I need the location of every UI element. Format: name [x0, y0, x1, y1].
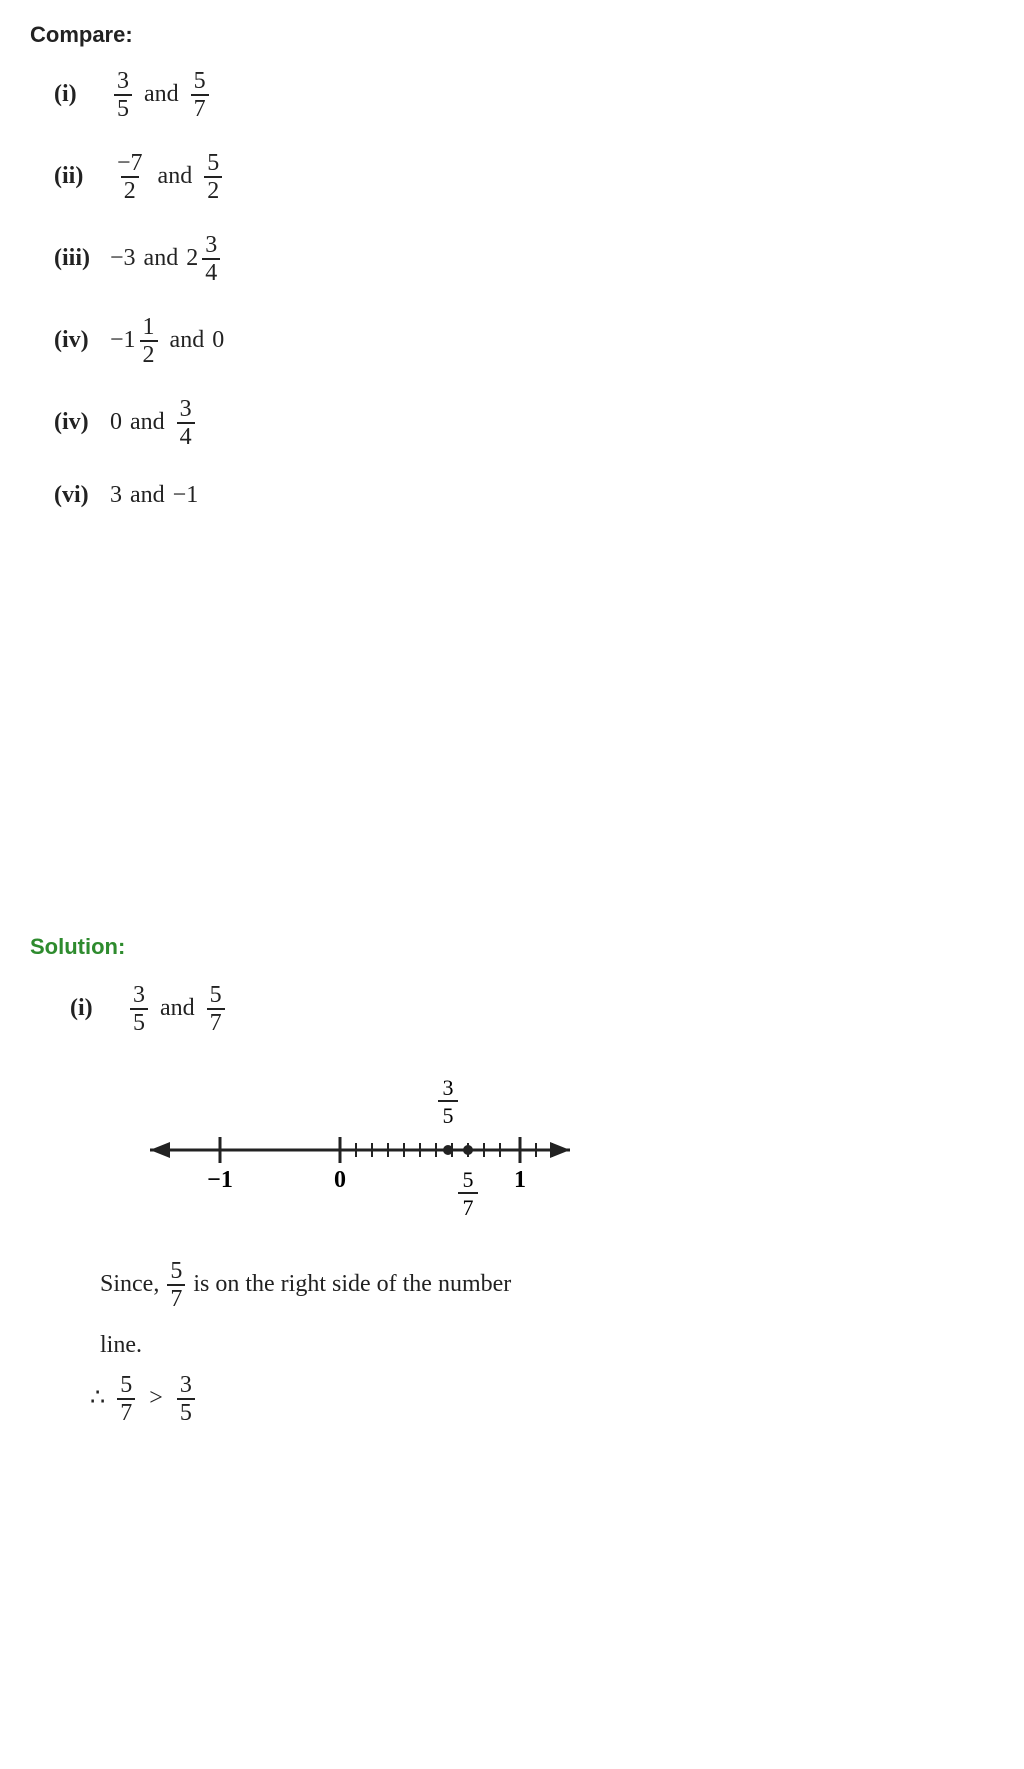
value: 3 — [110, 479, 122, 513]
conclusion: ∴ 5 7 > 3 5 — [90, 1373, 994, 1425]
fraction: 5 7 — [167, 1259, 185, 1311]
denominator: 5 — [130, 1008, 148, 1035]
fraction: −7 2 — [114, 151, 146, 203]
problem-4: (iv) −1 1 2 and 0 — [54, 315, 994, 367]
and-word: and — [144, 78, 179, 112]
fraction: 1 2 — [140, 315, 158, 367]
nl-top-num: 3 — [443, 1075, 454, 1100]
numerator: 3 — [177, 1373, 195, 1398]
number-line: −1 0 1 3 5 5 7 — [130, 1065, 994, 1235]
denominator: 4 — [202, 258, 220, 285]
problem-5: (iv) 0 and 3 4 — [54, 397, 994, 449]
tick-one: 1 — [514, 1167, 526, 1193]
and-word: and — [130, 406, 165, 440]
numerator: 5 — [117, 1373, 135, 1398]
tick-zero: 0 — [334, 1167, 346, 1193]
solution-part-1: (i) 3 5 and 5 7 — [70, 983, 994, 1035]
text: line. — [100, 1332, 142, 1358]
numerator: 1 — [140, 315, 158, 340]
fraction: 3 5 — [177, 1373, 195, 1425]
fraction: 5 2 — [204, 151, 222, 203]
and-word: and — [170, 324, 205, 358]
problem-label: (i) — [70, 992, 116, 1026]
solution-heading: Solution: — [30, 932, 994, 963]
numerator: −7 — [114, 151, 146, 176]
numerator: 3 — [114, 69, 132, 94]
denominator: 5 — [114, 94, 132, 121]
denominator: 4 — [177, 422, 195, 449]
explanation-line-2: line. — [100, 1329, 994, 1363]
therefore-symbol: ∴ — [90, 1382, 105, 1416]
gt-symbol: > — [149, 1382, 163, 1416]
denominator: 2 — [140, 340, 158, 367]
problem-3: (iii) −3 and 2 3 4 — [54, 233, 994, 285]
value: 0 — [110, 406, 122, 440]
numerator: 3 — [130, 983, 148, 1008]
problem-label: (vi) — [54, 479, 100, 513]
denominator: 7 — [117, 1398, 135, 1425]
and-word: and — [158, 160, 193, 194]
denominator: 2 — [121, 176, 139, 203]
text: Since, — [100, 1268, 159, 1302]
tick-neg1: −1 — [207, 1167, 233, 1193]
value: 0 — [212, 324, 224, 358]
numerator: 5 — [191, 69, 209, 94]
denominator: 5 — [177, 1398, 195, 1425]
problem-label: (ii) — [54, 160, 100, 194]
fraction: 3 4 — [177, 397, 195, 449]
denominator: 7 — [207, 1008, 225, 1035]
problem-1: (i) 3 5 and 5 7 — [54, 69, 994, 121]
fraction: 3 5 — [130, 983, 148, 1035]
text: is on the right side of the number — [193, 1268, 511, 1302]
numerator: 5 — [204, 151, 222, 176]
value: −3 — [110, 242, 136, 276]
fraction: 3 4 — [202, 233, 220, 285]
value: −1 — [173, 479, 199, 513]
and-word: and — [130, 479, 165, 513]
problem-label: (iv) — [54, 406, 100, 440]
fraction: 5 7 — [191, 69, 209, 121]
mixed-whole: −1 — [110, 324, 136, 358]
numerator: 5 — [167, 1259, 185, 1284]
numerator: 3 — [202, 233, 220, 258]
fraction: 5 7 — [207, 983, 225, 1035]
and-word: and — [160, 992, 195, 1026]
problem-label: (iii) — [54, 242, 100, 276]
denominator: 7 — [167, 1284, 185, 1311]
compare-heading: Compare: — [30, 20, 994, 51]
fraction: 5 7 — [117, 1373, 135, 1425]
nl-bot-num: 5 — [463, 1167, 474, 1192]
problem-6: (vi) 3 and −1 — [54, 479, 994, 513]
numerator: 5 — [207, 983, 225, 1008]
numerator: 3 — [177, 397, 195, 422]
nl-bot-den: 7 — [463, 1195, 474, 1220]
problem-label: (iv) — [54, 324, 100, 358]
denominator: 2 — [204, 176, 222, 203]
problem-2: (ii) −7 2 and 5 2 — [54, 151, 994, 203]
fraction: 3 5 — [114, 69, 132, 121]
denominator: 7 — [191, 94, 209, 121]
problem-label: (i) — [54, 78, 100, 112]
nl-top-den: 5 — [443, 1103, 454, 1128]
mixed-whole: 2 — [186, 242, 198, 276]
explanation-line-1: Since, 5 7 is on the right side of the n… — [100, 1259, 994, 1311]
and-word: and — [144, 242, 179, 276]
